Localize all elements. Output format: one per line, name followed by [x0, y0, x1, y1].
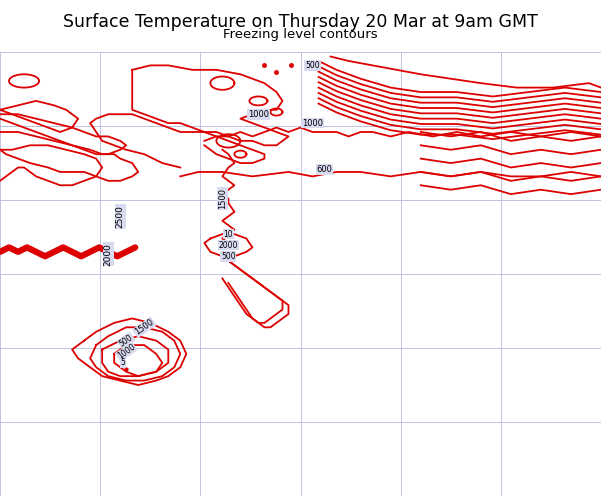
Text: Freezing level contours: Freezing level contours	[223, 28, 378, 41]
Text: 500: 500	[305, 61, 320, 70]
Text: 2000: 2000	[219, 241, 238, 249]
Text: 1500: 1500	[218, 188, 227, 209]
Text: 10: 10	[224, 230, 233, 239]
Text: Surface Temperature on Thursday 20 Mar at 9am GMT: Surface Temperature on Thursday 20 Mar a…	[63, 13, 538, 31]
Text: 1000: 1000	[248, 110, 269, 119]
Text: 500: 500	[118, 333, 135, 349]
Text: 5: 5	[121, 358, 126, 368]
Text: 500: 500	[221, 252, 236, 261]
Text: 2500: 2500	[116, 205, 124, 228]
Text: 1500: 1500	[133, 317, 156, 337]
Text: 600: 600	[317, 165, 332, 174]
Text: 2000: 2000	[104, 243, 112, 265]
Text: 1000: 1000	[302, 119, 323, 127]
Text: 1000: 1000	[116, 342, 136, 361]
